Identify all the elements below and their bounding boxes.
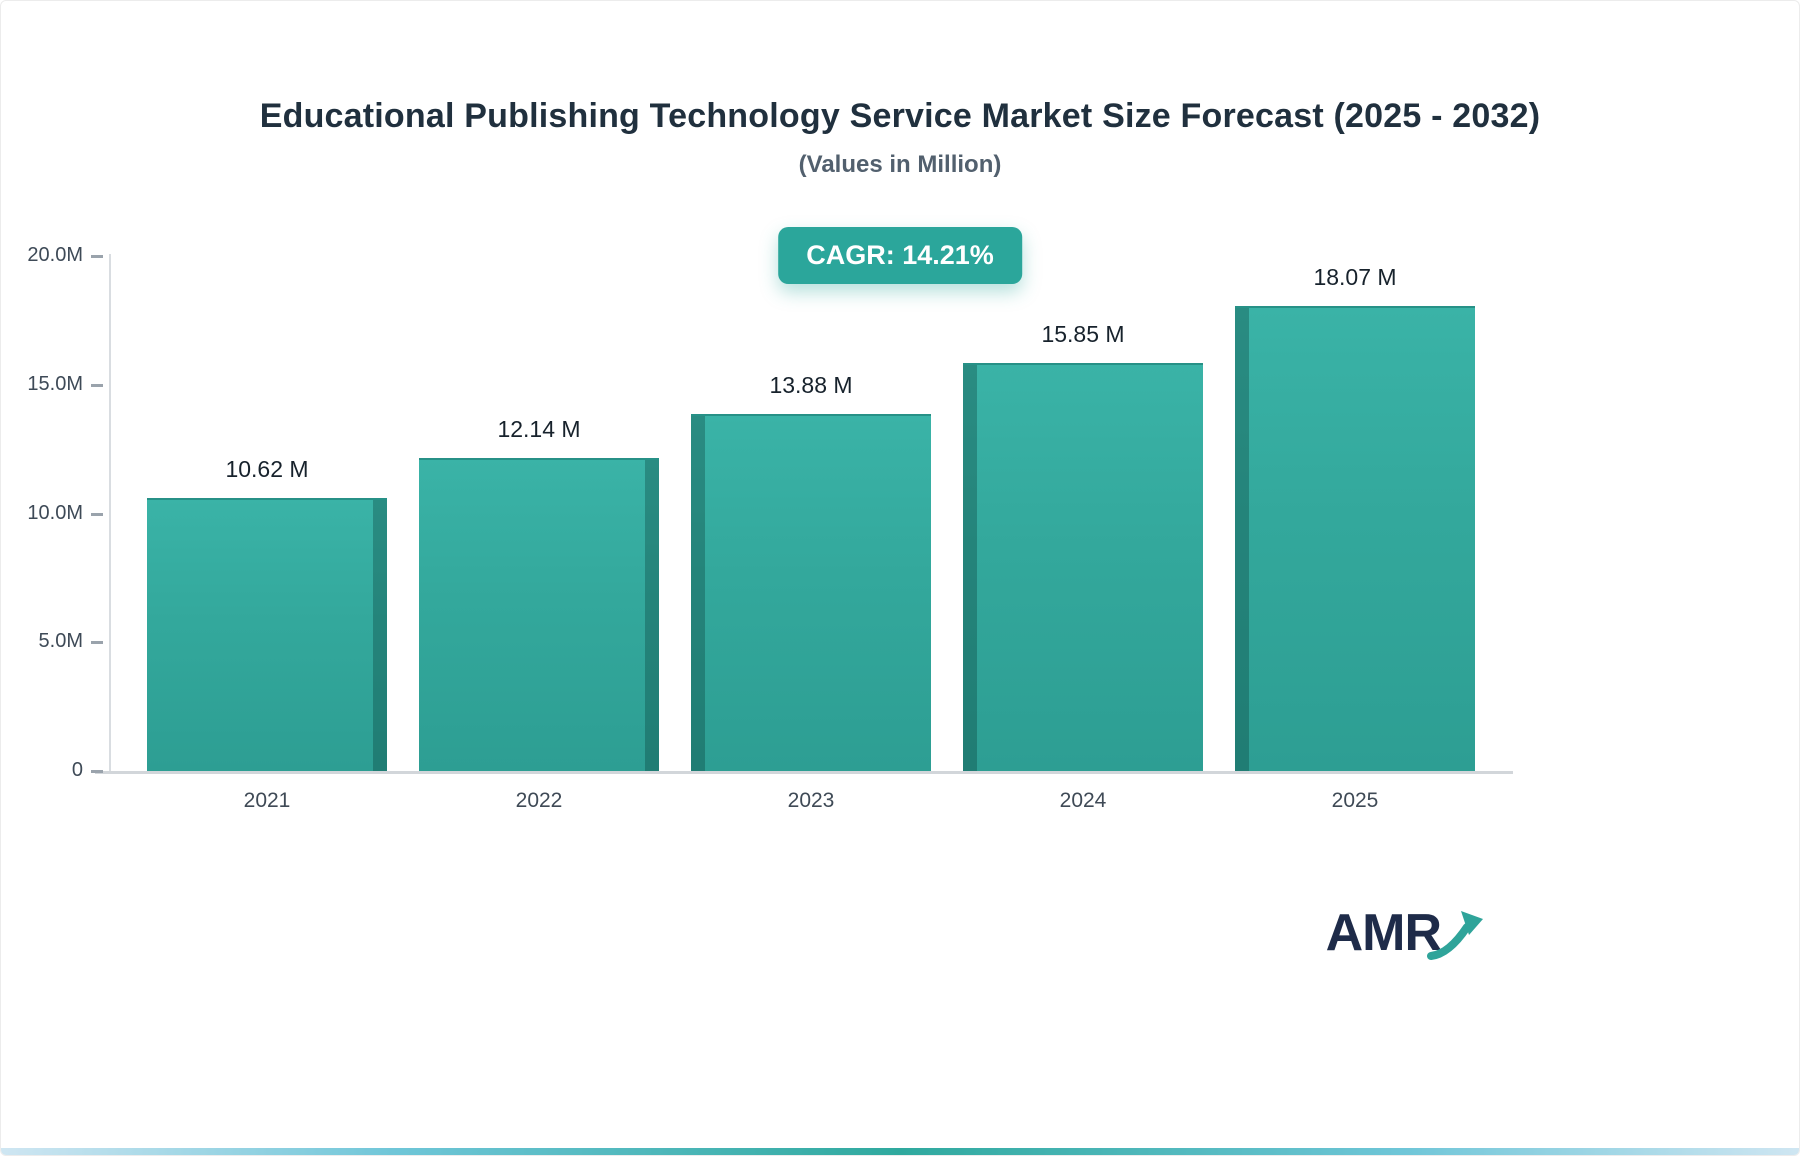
y-axis-tick-label: 15.0M [27,372,83,395]
x-axis-label: 2025 [1331,789,1379,812]
y-axis-tick-mark [91,383,103,387]
bar-value-label: 15.85 M [1041,320,1125,347]
y-axis-line [109,254,111,773]
x-axis-label: 2022 [515,789,563,812]
bar-value-label: 12.14 M [497,416,581,443]
y-axis-tick-mark [91,255,103,258]
y-axis-tick-mark [91,512,103,516]
bar-value-label: 10.62 M [225,455,309,482]
y-axis-tick-label: 10.0M [27,501,83,524]
x-axis-label: 2024 [1059,789,1107,812]
bar-value-label: 13.88 M [769,371,853,398]
y-axis-tick-label: 0 [71,759,83,781]
x-axis-label: 2021 [243,789,291,812]
bar-2023 [691,413,931,772]
footer-gradient-strip [1,1148,1799,1155]
y-axis-tick-label: 5.0M [38,630,83,653]
x-axis-line [95,771,1513,774]
amr-logo: AMR [1326,903,1499,963]
y-axis-tick-mark [91,641,103,645]
bar-value-label: 18.07 M [1313,263,1397,290]
chart-subtitle: (Values in Million) [798,151,1002,178]
growth-arrow-icon [1427,911,1483,960]
bar-2024 [963,362,1203,772]
y-axis-tick-mark [91,770,103,773]
amr-logo-text: AMR [1325,904,1442,962]
cagr-badge: CAGR: 14.21% [778,227,1022,284]
bar-2022 [419,458,659,771]
x-axis-label: 2023 [787,789,835,812]
bar-2021 [147,497,387,772]
chart-title: Educational Publishing Technology Servic… [259,97,1541,135]
y-axis-tick-label: 20.0M [27,244,83,266]
bar-2025 [1235,305,1475,772]
